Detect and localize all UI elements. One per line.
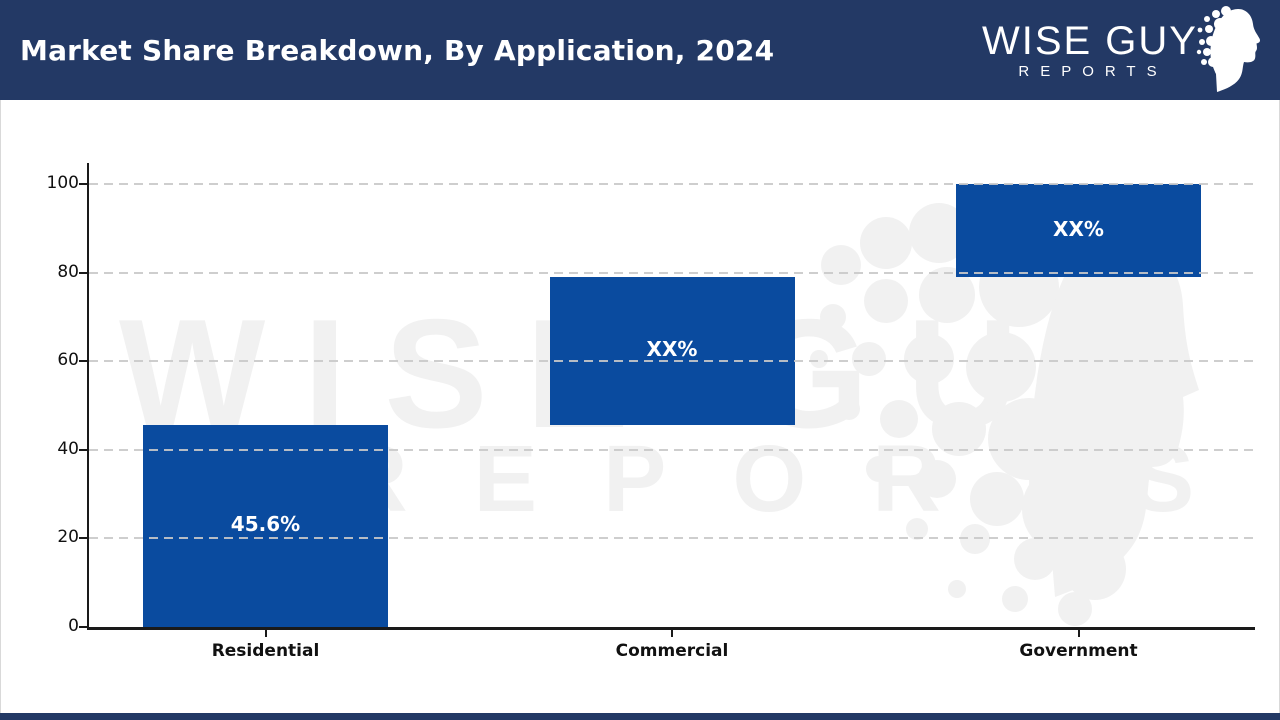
y-tick-label-100: 100 — [46, 173, 79, 194]
y-tick-label-40: 40 — [57, 438, 79, 459]
y-tick-mark-60 — [79, 360, 87, 363]
bar-value-label: XX% — [646, 337, 698, 362]
x-tick-mark-government — [1077, 630, 1080, 637]
logo-text: WISE GUY REPORTS — [982, 21, 1198, 79]
bar-commercial: XX% — [549, 277, 795, 426]
bar-value-label: 45.6% — [230, 512, 301, 537]
y-tick-mark-80 — [79, 271, 87, 274]
y-axis-spine — [87, 163, 89, 630]
logo-subtitle: REPORTS — [1018, 63, 1168, 80]
gridline-40 — [89, 448, 1255, 451]
y-tick-mark-0 — [79, 626, 87, 628]
y-tick-label-60: 60 — [57, 350, 79, 371]
x-tick-mark-commercial — [671, 630, 673, 637]
y-tick-label-20: 20 — [57, 527, 79, 548]
footer-bar — [0, 713, 1280, 720]
x-tick-label-residential: Residential — [211, 641, 320, 661]
wise-guy-reports-logo: WISE GUY REPORTS — [982, 4, 1280, 96]
y-tick-mark-100 — [79, 183, 87, 186]
bar-residential: 45.6% — [143, 425, 388, 627]
y-tick-label-0: 0 — [68, 616, 79, 636]
header-bar: Market Share Breakdown, By Application, … — [0, 0, 1280, 100]
chart-title: Market Share Breakdown, By Application, … — [20, 33, 775, 67]
gridline-60 — [89, 360, 1255, 363]
gridline-100 — [89, 183, 1255, 186]
y-tick-mark-40 — [79, 448, 87, 451]
y-tick-label-80: 80 — [57, 261, 79, 282]
x-tick-label-commercial: Commercial — [615, 641, 729, 661]
y-tick-mark-20 — [79, 537, 87, 540]
plot-region: 45.6% XX% XX% 0 20 40 60 80 100 Residential Comm… — [47, 163, 1255, 661]
chart-area: WISE GUY REPORTS 45.6%XX%XX% 02040608010… — [0, 100, 1280, 713]
x-tick-mark-residential — [264, 630, 267, 637]
x-axis-spine — [87, 627, 1255, 630]
gridline-20 — [89, 537, 1255, 540]
gridline-80 — [89, 271, 1255, 274]
x-tick-label-government: Government — [1019, 641, 1138, 661]
bar-government: XX% — [956, 184, 1201, 278]
dotted-head-icon — [1196, 6, 1261, 92]
logo-wordmark: WISE GUY — [981, 19, 1198, 63]
bar-value-label: XX% — [1053, 216, 1104, 241]
